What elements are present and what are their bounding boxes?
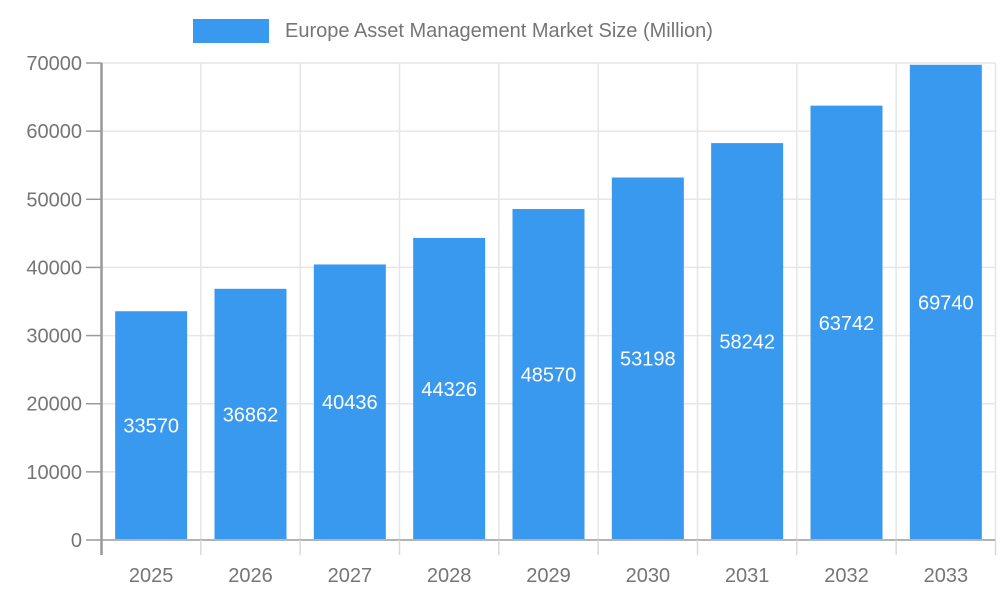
x-axis-label: 2025 [129, 565, 174, 587]
y-axis-label: 40000 [26, 257, 82, 279]
bar-value-label: 33570 [123, 416, 179, 438]
y-axis-label: 60000 [26, 121, 82, 143]
bar[interactable] [909, 64, 982, 540]
bar[interactable] [214, 288, 287, 540]
bar[interactable] [115, 311, 188, 540]
bar[interactable] [512, 209, 585, 540]
y-axis-label: 0 [71, 530, 82, 552]
bar-value-label: 69740 [918, 292, 974, 314]
x-axis-label: 2031 [725, 565, 770, 587]
y-axis-label: 20000 [26, 394, 82, 416]
bar-value-label: 44326 [421, 379, 477, 401]
bar[interactable] [810, 105, 883, 540]
x-axis-label: 2026 [228, 565, 273, 587]
bar-value-label: 63742 [819, 313, 875, 335]
legend-swatch [193, 19, 269, 43]
x-axis-label: 2033 [924, 565, 969, 587]
legend-label: Europe Asset Management Market Size (Mil… [285, 20, 713, 42]
x-axis-label: 2032 [824, 565, 869, 587]
y-axis-label: 30000 [26, 326, 82, 348]
y-axis-label: 10000 [26, 462, 82, 484]
bar-value-label: 40436 [322, 392, 378, 414]
bar[interactable] [711, 143, 784, 540]
x-axis-label: 2028 [427, 565, 472, 587]
x-axis-label: 2029 [526, 565, 571, 587]
x-axis-label: 2027 [328, 565, 373, 587]
y-axis-label: 50000 [26, 189, 82, 211]
bar[interactable] [313, 264, 386, 540]
bar[interactable] [611, 177, 684, 540]
y-axis-label: 70000 [26, 53, 82, 75]
bar-value-label: 36862 [223, 404, 279, 426]
bar-value-label: 58242 [719, 332, 775, 354]
bar-value-label: 53198 [620, 349, 676, 371]
bar[interactable] [413, 237, 486, 541]
bar-value-label: 48570 [521, 365, 577, 387]
chart-legend[interactable]: Europe Asset Management Market Size (Mil… [193, 19, 713, 43]
x-axis-label: 2030 [626, 565, 671, 587]
